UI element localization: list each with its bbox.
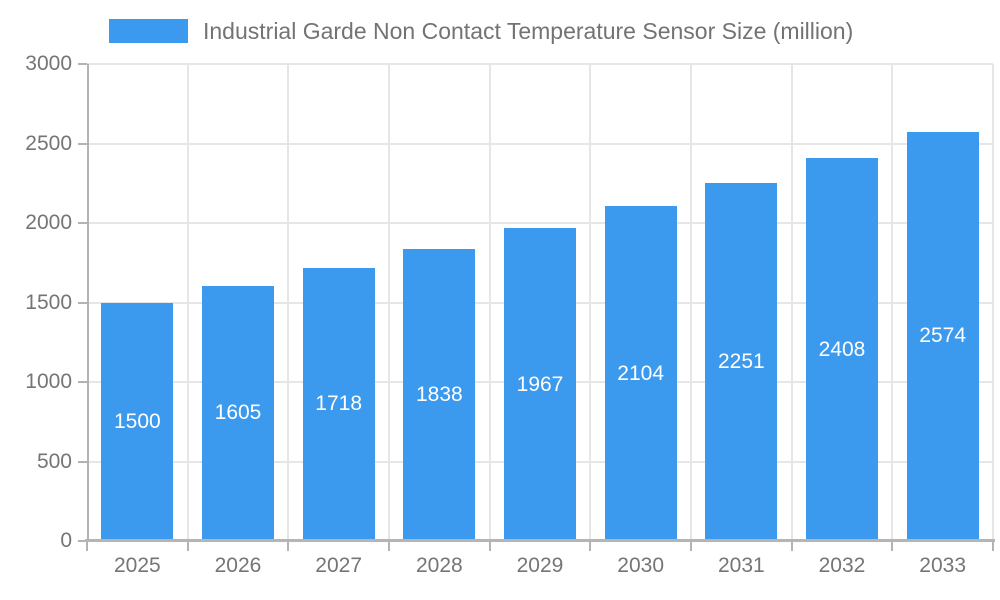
y-axis-tick-label: 3000 xyxy=(25,52,72,75)
y-axis-tick xyxy=(78,222,87,224)
x-axis-tick xyxy=(186,542,189,551)
x-axis-tick xyxy=(790,542,793,551)
bar-value-label: 1838 xyxy=(415,382,463,406)
bar-value-label: 1967 xyxy=(516,372,564,396)
bar-value-label: 2104 xyxy=(617,361,665,385)
x-axis-tick xyxy=(992,542,994,551)
y-axis-tick xyxy=(78,540,87,542)
x-axis-tick xyxy=(488,542,491,551)
v-gridline xyxy=(690,64,692,541)
legend-item[interactable]: Industrial Garde Non Contact Temperature… xyxy=(109,17,853,45)
v-gridline xyxy=(891,64,894,541)
plot-area: 1500 1605 1718 1838 1967 2104 2251 2408 2574 xyxy=(85,63,995,542)
h-gridline xyxy=(87,142,993,145)
v-gridline xyxy=(287,64,290,541)
x-axis-tick-label: 2028 xyxy=(415,554,463,577)
bar-2025[interactable]: 1500 xyxy=(101,302,174,541)
v-gridline xyxy=(488,64,491,541)
x-axis-tick xyxy=(589,542,592,551)
x-axis-tick-label: 2033 xyxy=(919,554,967,577)
bar-2031[interactable]: 2251 xyxy=(705,183,778,541)
y-axis-tick xyxy=(78,381,87,383)
bar-2030[interactable]: 2104 xyxy=(604,206,677,541)
y-axis-tick-label: 2000 xyxy=(25,211,72,234)
x-axis-tick-label: 2029 xyxy=(516,554,564,577)
v-gridline xyxy=(589,64,592,541)
y-axis-line xyxy=(87,64,89,541)
y-axis-tick xyxy=(78,301,87,304)
h-gridline xyxy=(87,63,993,65)
y-axis-tick xyxy=(78,142,87,145)
bar-value-label: 2574 xyxy=(919,324,967,348)
x-axis-tick-label: 2030 xyxy=(617,554,665,577)
legend-label: Industrial Garde Non Contact Temperature… xyxy=(203,17,854,44)
v-gridline xyxy=(186,64,189,541)
x-axis-tick xyxy=(388,542,390,551)
v-gridline xyxy=(388,64,390,541)
x-axis-tick-label: 2025 xyxy=(113,554,161,577)
y-axis-tick-label: 0 xyxy=(60,529,72,552)
x-axis-tick xyxy=(86,542,88,551)
bar-2033[interactable]: 2574 xyxy=(906,131,979,541)
v-gridline xyxy=(992,64,994,541)
x-axis-tick xyxy=(287,542,290,551)
bar-2028[interactable]: 1838 xyxy=(403,248,476,541)
y-axis-tick-label: 1000 xyxy=(25,370,72,393)
bar-2032[interactable]: 2408 xyxy=(806,158,878,541)
h-gridline xyxy=(87,222,993,224)
bar-value-label: 1500 xyxy=(113,409,161,433)
bar-value-label: 2251 xyxy=(717,350,765,374)
v-gridline xyxy=(790,64,793,541)
bar-value-label: 1718 xyxy=(315,392,363,416)
x-axis-tick-label: 2026 xyxy=(214,554,262,577)
x-axis-tick xyxy=(690,542,692,551)
y-axis-tick xyxy=(78,460,87,463)
bar-value-label: 2408 xyxy=(818,337,866,361)
x-axis-tick xyxy=(891,542,894,551)
x-axis-line xyxy=(85,539,995,542)
x-axis-tick-label: 2032 xyxy=(818,554,866,577)
y-axis-tick xyxy=(78,63,87,65)
bar-2029[interactable]: 1967 xyxy=(504,228,576,541)
y-axis-tick-label: 2500 xyxy=(25,131,72,155)
x-axis-tick-label: 2031 xyxy=(717,554,765,577)
bar-2026[interactable]: 1605 xyxy=(202,285,274,541)
y-axis-tick-label: 1500 xyxy=(25,290,72,314)
y-axis-tick-label: 500 xyxy=(36,449,72,473)
legend-swatch-icon xyxy=(109,19,188,43)
bar-value-label: 1605 xyxy=(214,401,262,425)
x-axis-tick-label: 2027 xyxy=(315,554,363,577)
bar-2027[interactable]: 1718 xyxy=(302,267,375,541)
